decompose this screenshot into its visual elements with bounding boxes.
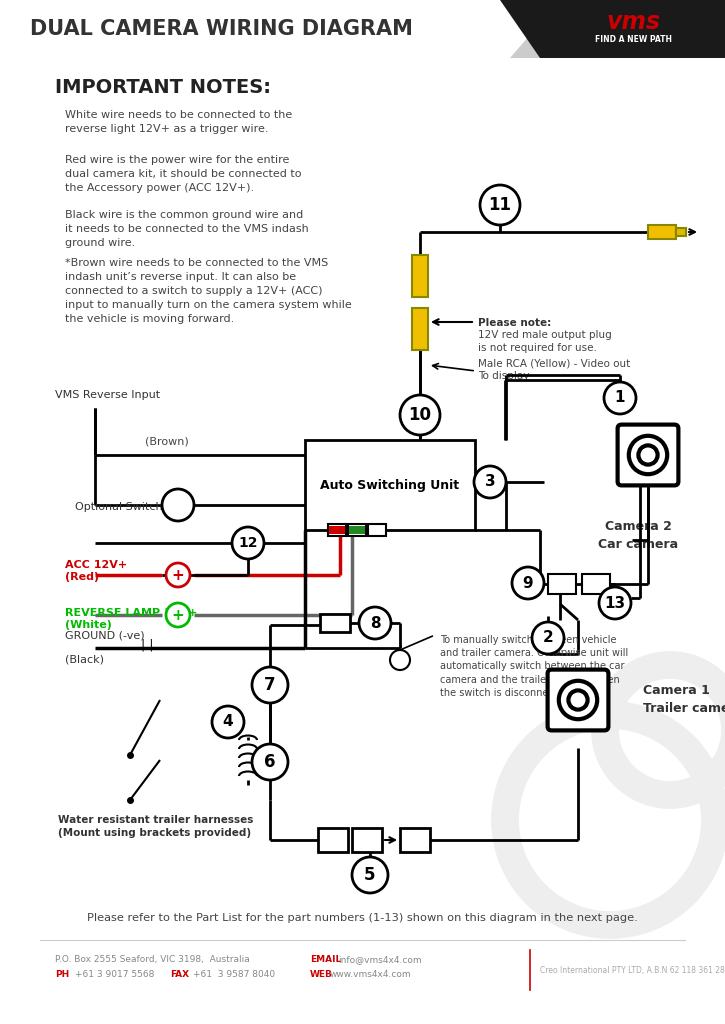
Bar <box>348 524 366 536</box>
Circle shape <box>252 744 288 780</box>
Text: Camera 1
Trailer camera: Camera 1 Trailer camera <box>643 684 725 716</box>
Text: P.O. Box 2555 Seaford, VIC 3198,  Australia: P.O. Box 2555 Seaford, VIC 3198, Austral… <box>55 955 249 964</box>
Bar <box>400 828 430 852</box>
Text: *Brown wire needs to be connected to the VMS
indash unit’s reverse input. It can: *Brown wire needs to be connected to the… <box>65 258 352 324</box>
Circle shape <box>162 489 194 521</box>
Text: DUAL CAMERA WIRING DIAGRAM: DUAL CAMERA WIRING DIAGRAM <box>30 19 413 39</box>
Circle shape <box>400 395 440 435</box>
Bar <box>318 828 348 852</box>
Text: 7: 7 <box>264 676 276 694</box>
Text: info@vms4x4.com: info@vms4x4.com <box>338 955 422 964</box>
FancyBboxPatch shape <box>547 670 608 730</box>
Text: 12V red male output plug
is not required for use.: 12V red male output plug is not required… <box>478 330 612 353</box>
Text: +: + <box>172 567 184 583</box>
Circle shape <box>352 857 388 893</box>
Circle shape <box>166 563 190 587</box>
Text: IMPORTANT NOTES:: IMPORTANT NOTES: <box>55 78 271 97</box>
Bar <box>320 614 350 632</box>
Text: 2: 2 <box>542 631 553 645</box>
Text: 1: 1 <box>615 390 625 406</box>
Circle shape <box>212 706 244 738</box>
Circle shape <box>604 382 636 414</box>
Text: ACC 12V+
(Red): ACC 12V+ (Red) <box>65 560 127 583</box>
Text: Black wire is the common ground wire and
it needs to be connected to the VMS ind: Black wire is the common ground wire and… <box>65 210 309 248</box>
Bar <box>412 255 428 297</box>
Text: FAX: FAX <box>170 970 189 979</box>
Circle shape <box>480 185 520 225</box>
Text: www.vms4x4.com: www.vms4x4.com <box>330 970 412 979</box>
Bar <box>305 440 475 530</box>
Text: White wire needs to be connected to the
reverse light 12V+ as a trigger wire.: White wire needs to be connected to the … <box>65 110 292 134</box>
Circle shape <box>252 667 288 703</box>
Text: 6: 6 <box>264 753 276 771</box>
Text: VMS Reverse Input: VMS Reverse Input <box>55 390 160 400</box>
FancyBboxPatch shape <box>618 425 679 485</box>
Text: | |: | | <box>141 639 153 651</box>
Text: GROUND (-ve): GROUND (-ve) <box>65 631 144 641</box>
Text: 3: 3 <box>485 474 495 489</box>
Text: 13: 13 <box>605 596 626 610</box>
Polygon shape <box>0 0 560 58</box>
Text: Please note:: Please note: <box>478 318 551 328</box>
Text: EMAIL: EMAIL <box>310 955 341 964</box>
Circle shape <box>532 622 564 654</box>
Text: Water resistant trailer harnesses
(Mount using brackets provided): Water resistant trailer harnesses (Mount… <box>58 815 253 839</box>
Text: 12: 12 <box>239 536 258 550</box>
Circle shape <box>599 587 631 618</box>
Text: To manually switch between vehicle
and trailer camera. Otherwise unit will
autom: To manually switch between vehicle and t… <box>440 635 629 697</box>
Text: +61 3 9017 5568: +61 3 9017 5568 <box>75 970 154 979</box>
Text: 9: 9 <box>523 575 534 591</box>
Circle shape <box>390 650 410 670</box>
Text: 4: 4 <box>223 715 233 729</box>
Bar <box>648 225 676 239</box>
Text: (Brown): (Brown) <box>145 437 188 447</box>
Text: vms: vms <box>607 10 661 34</box>
Circle shape <box>232 527 264 559</box>
Bar <box>582 574 610 594</box>
Bar <box>349 526 365 534</box>
Text: Red wire is the power wire for the entire
dual camera kit, it should be connecte: Red wire is the power wire for the entir… <box>65 155 302 193</box>
Text: +: + <box>172 607 184 623</box>
Text: Male RCA (Yellow) - Video out
To display: Male RCA (Yellow) - Video out To display <box>478 358 630 381</box>
Text: Please refer to the Part List for the part numbers (1-13) shown on this diagram : Please refer to the Part List for the pa… <box>86 913 637 923</box>
Text: PH: PH <box>55 970 70 979</box>
Text: Optional Switch*: Optional Switch* <box>75 502 168 512</box>
Circle shape <box>512 567 544 599</box>
Text: 8: 8 <box>370 615 381 631</box>
Text: 10: 10 <box>408 406 431 424</box>
Text: REVERSE LAMP 12V+
(White): REVERSE LAMP 12V+ (White) <box>65 608 197 631</box>
Circle shape <box>474 466 506 498</box>
Text: 11: 11 <box>489 196 512 214</box>
Bar <box>412 308 428 350</box>
Circle shape <box>359 607 391 639</box>
Text: FIND A NEW PATH: FIND A NEW PATH <box>595 36 673 44</box>
Bar <box>676 228 686 236</box>
Text: WEB: WEB <box>310 970 333 979</box>
Bar <box>352 828 382 852</box>
Text: Camera 2
Car camera: Camera 2 Car camera <box>598 520 678 551</box>
Text: +61  3 9587 8040: +61 3 9587 8040 <box>193 970 275 979</box>
Text: (Black): (Black) <box>65 655 104 665</box>
Bar <box>0 0 725 58</box>
Text: Auto Switching Unit: Auto Switching Unit <box>320 478 460 492</box>
Bar <box>328 524 346 536</box>
Bar <box>548 574 576 594</box>
Polygon shape <box>500 0 725 58</box>
Text: Creo International PTY LTD, A.B.N 62 118 361 283: Creo International PTY LTD, A.B.N 62 118… <box>540 966 725 975</box>
Circle shape <box>166 603 190 627</box>
Bar <box>329 526 345 534</box>
Bar <box>368 524 386 536</box>
Text: 5: 5 <box>364 866 376 884</box>
